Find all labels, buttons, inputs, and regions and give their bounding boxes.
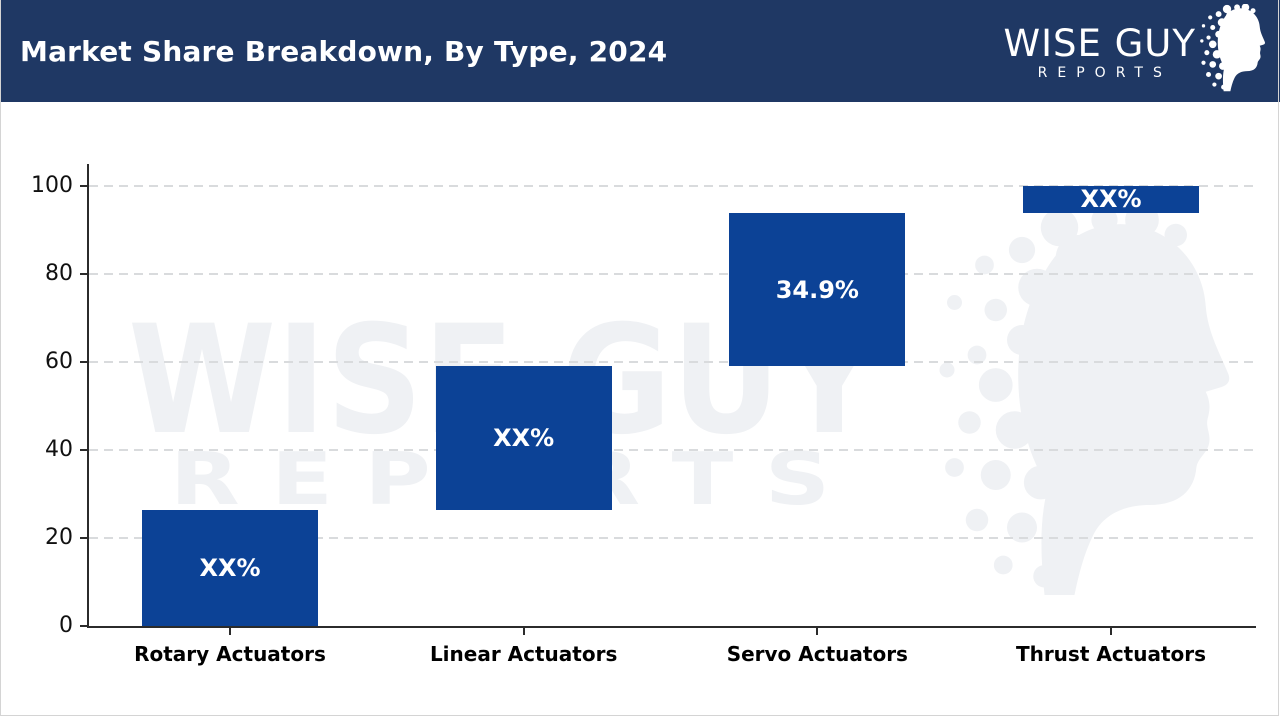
y-tick-label: 40 [45, 437, 73, 462]
wiseguy-head-icon [1200, 4, 1265, 92]
bar-value-label: XX% [1080, 185, 1142, 214]
gridline-100 [89, 185, 1256, 187]
y-tick [80, 625, 89, 627]
x-tick [522, 628, 525, 635]
gridline-40 [89, 449, 1256, 451]
y-tick [80, 449, 89, 451]
chart-title: Market Share Breakdown, By Type, 2024 [20, 34, 668, 68]
bar-linear-actuators: XX% [435, 366, 612, 511]
logo-subtext: REPORTS [1037, 65, 1172, 82]
y-tick-label: 20 [45, 525, 73, 550]
x-axis-category-label: Linear Actuators [429, 642, 618, 666]
x-tick [816, 628, 819, 635]
y-tick-label: 100 [31, 173, 73, 198]
header-band: Market Share Breakdown, By Type, 2024 WI… [0, 0, 1280, 102]
y-tick [80, 361, 89, 363]
gridline-20 [89, 537, 1256, 539]
x-axis [89, 626, 1256, 628]
x-tick [1110, 628, 1112, 635]
gridline-60 [89, 361, 1256, 363]
y-tick-label: 0 [59, 613, 73, 638]
bar-value-label: 34.9% [775, 275, 859, 304]
gridline-80 [89, 273, 1256, 275]
y-tick-label: 60 [45, 349, 73, 374]
x-tick [229, 628, 231, 635]
x-axis-category-label: Thrust Actuators [1015, 642, 1207, 666]
y-tick [80, 537, 89, 539]
wiseguy-logo-text: WISE GUY REPORTS [1003, 21, 1196, 82]
y-tick-label: 80 [45, 261, 73, 286]
wiseguy-logo: WISE GUY REPORTS [1004, 0, 1270, 102]
y-tick [80, 185, 89, 187]
bar-value-label: XX% [199, 554, 261, 583]
chart-area: WISE GUY R E P O R T S 020406080100XX%Ro… [0, 102, 1280, 716]
logo-wordmark: WISE GUY [1003, 21, 1196, 65]
bar-rotary-actuators: XX% [142, 510, 318, 626]
y-tick [80, 273, 89, 275]
bar-value-label: XX% [493, 424, 555, 453]
y-axis [87, 164, 89, 628]
x-axis-category-label: Rotary Actuators [134, 642, 326, 666]
bar-thrust-actuators: XX% [1023, 185, 1199, 214]
bar-servo-actuators: 34.9% [729, 212, 906, 367]
x-axis-category-label: Servo Actuators [726, 642, 908, 666]
